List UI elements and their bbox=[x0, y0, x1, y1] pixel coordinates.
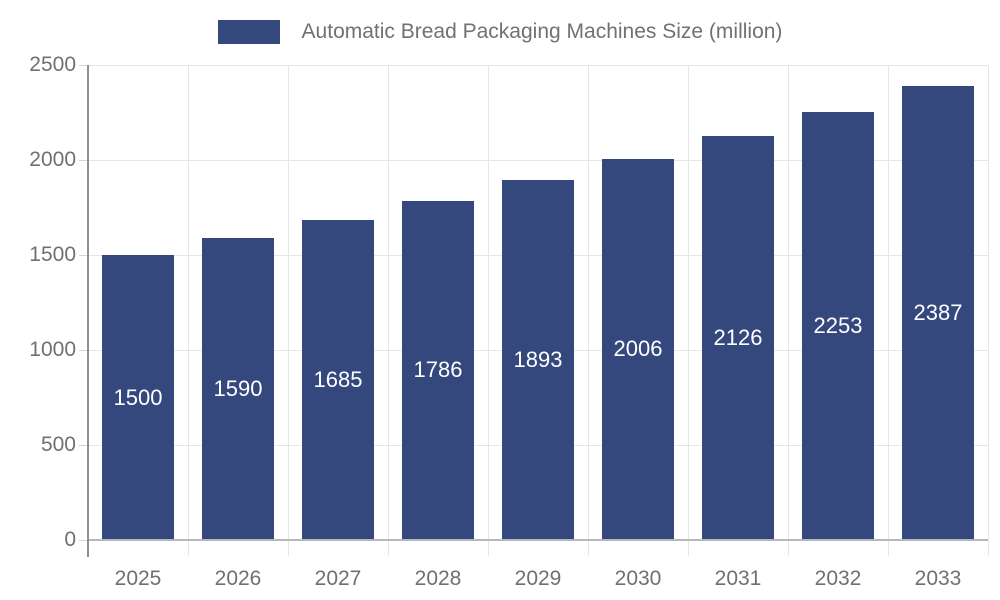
legend-label: Automatic Bread Packaging Machines Size … bbox=[301, 20, 783, 43]
legend-item[interactable]: Automatic Bread Packaging Machines Size … bbox=[0, 15, 1000, 49]
y-axis-label: 2000 bbox=[29, 148, 76, 171]
y-axis-line bbox=[87, 65, 89, 557]
x-axis-label: 2025 bbox=[114, 567, 162, 590]
bar-value-label: 1893 bbox=[513, 347, 563, 373]
bar-value-label: 2387 bbox=[913, 300, 963, 326]
bar[interactable] bbox=[902, 86, 974, 540]
v-gridline bbox=[287, 65, 289, 540]
y-axis-label: 500 bbox=[40, 433, 76, 456]
h-gridline bbox=[88, 64, 988, 66]
v-gridline bbox=[887, 65, 889, 540]
y-axis-label: 1500 bbox=[29, 243, 76, 266]
bar[interactable] bbox=[702, 136, 774, 540]
y-axis-tick bbox=[79, 444, 88, 446]
v-gridline bbox=[587, 65, 589, 540]
x-axis-tick bbox=[387, 540, 389, 556]
x-axis-label: 2031 bbox=[714, 567, 762, 590]
v-gridline bbox=[487, 65, 489, 540]
h-gridline bbox=[88, 159, 988, 161]
x-axis-tick bbox=[787, 540, 789, 556]
y-axis-label: 1000 bbox=[29, 338, 76, 361]
bar-value-label: 1786 bbox=[413, 357, 463, 383]
bar[interactable] bbox=[302, 219, 374, 540]
y-axis-tick bbox=[79, 159, 88, 161]
x-axis-tick bbox=[487, 540, 489, 556]
bar-value-label: 2006 bbox=[613, 336, 663, 362]
x-axis-tick bbox=[687, 540, 689, 556]
bar[interactable] bbox=[402, 200, 474, 540]
bar-value-label: 2253 bbox=[813, 312, 863, 338]
bar[interactable] bbox=[502, 180, 574, 540]
bar[interactable] bbox=[802, 111, 874, 540]
v-gridline bbox=[987, 65, 989, 540]
y-axis-tick bbox=[79, 254, 88, 256]
bar[interactable] bbox=[102, 255, 174, 540]
x-axis-line bbox=[88, 539, 988, 541]
x-axis-label: 2032 bbox=[814, 567, 862, 590]
y-axis-tick bbox=[79, 64, 88, 66]
bar[interactable] bbox=[602, 158, 674, 540]
bar-value-label: 2126 bbox=[713, 325, 763, 351]
x-axis-label: 2030 bbox=[614, 567, 662, 590]
v-gridline bbox=[387, 65, 389, 540]
x-axis-tick bbox=[187, 540, 189, 556]
x-axis-tick bbox=[287, 540, 289, 556]
bar[interactable] bbox=[202, 237, 274, 540]
y-axis-tick bbox=[79, 539, 88, 541]
bar-value-label: 1500 bbox=[113, 384, 163, 410]
bar-value-label: 1685 bbox=[313, 366, 363, 392]
x-axis-label: 2027 bbox=[314, 567, 362, 590]
x-axis-label: 2033 bbox=[914, 567, 962, 590]
bar-value-label: 1590 bbox=[213, 375, 263, 401]
y-axis-label: 2500 bbox=[29, 53, 76, 76]
legend-swatch bbox=[217, 20, 280, 44]
x-axis-label: 2028 bbox=[414, 567, 462, 590]
v-gridline bbox=[787, 65, 789, 540]
v-gridline bbox=[687, 65, 689, 540]
y-axis-tick bbox=[79, 349, 88, 351]
x-axis-tick bbox=[887, 540, 889, 556]
y-axis-label: 0 bbox=[64, 528, 76, 551]
x-axis-tick bbox=[587, 540, 589, 556]
v-gridline bbox=[187, 65, 189, 540]
x-axis-label: 2029 bbox=[514, 567, 562, 590]
x-axis-tick bbox=[987, 540, 989, 556]
x-axis-label: 2026 bbox=[214, 567, 262, 590]
